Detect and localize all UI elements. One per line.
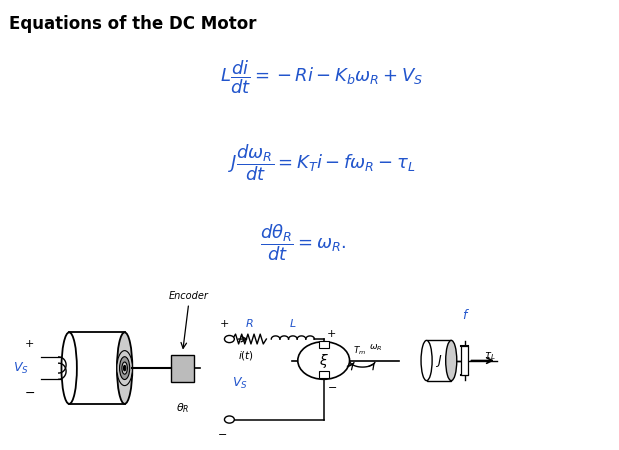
Ellipse shape	[123, 365, 126, 371]
Text: $\theta_R$: $\theta_R$	[176, 402, 189, 415]
Bar	[461, 346, 469, 375]
Text: $-$: $-$	[217, 428, 227, 437]
Ellipse shape	[119, 357, 130, 379]
Bar	[319, 341, 329, 348]
Text: $V_S$: $V_S$	[233, 376, 248, 392]
Text: Equations of the DC Motor: Equations of the DC Motor	[9, 15, 256, 33]
Text: $T_m$: $T_m$	[353, 344, 366, 357]
Text: $\dfrac{d\theta_R}{dt} = \omega_R.$: $\dfrac{d\theta_R}{dt} = \omega_R.$	[260, 223, 347, 263]
Circle shape	[225, 335, 235, 342]
Ellipse shape	[117, 351, 132, 386]
Text: $\tau_L$: $\tau_L$	[484, 350, 496, 362]
Ellipse shape	[446, 340, 457, 381]
Text: $\omega_R$: $\omega_R$	[370, 343, 383, 353]
Text: f: f	[462, 310, 467, 323]
Bar	[426, 340, 451, 381]
Text: J: J	[437, 354, 441, 367]
Text: L: L	[290, 319, 296, 329]
Ellipse shape	[117, 333, 132, 404]
Text: $J\dfrac{d\omega_R}{dt} = K_T i - f\omega_R - \tau_L$: $J\dfrac{d\omega_R}{dt} = K_T i - f\omeg…	[228, 142, 415, 183]
Ellipse shape	[61, 333, 77, 404]
Text: $\xi$: $\xi$	[319, 351, 329, 369]
Ellipse shape	[122, 362, 128, 374]
Text: +: +	[327, 329, 336, 339]
Circle shape	[225, 416, 235, 423]
Text: $L\dfrac{di}{dt} = -Ri - K_b\omega_R + V_S$: $L\dfrac{di}{dt} = -Ri - K_b\omega_R + V…	[220, 58, 423, 96]
Bar	[319, 371, 329, 378]
Ellipse shape	[421, 340, 432, 381]
Bar	[171, 355, 194, 382]
Text: +: +	[24, 338, 34, 348]
Text: +: +	[220, 319, 229, 329]
Bar	[69, 333, 124, 404]
Text: $-$: $-$	[24, 386, 35, 399]
Circle shape	[298, 342, 350, 379]
Text: $i(t)$: $i(t)$	[238, 349, 254, 362]
Text: $-$: $-$	[327, 381, 337, 391]
Text: $V_S$: $V_S$	[13, 360, 29, 376]
Text: Encoder: Encoder	[169, 291, 209, 301]
Text: R: R	[246, 319, 253, 329]
